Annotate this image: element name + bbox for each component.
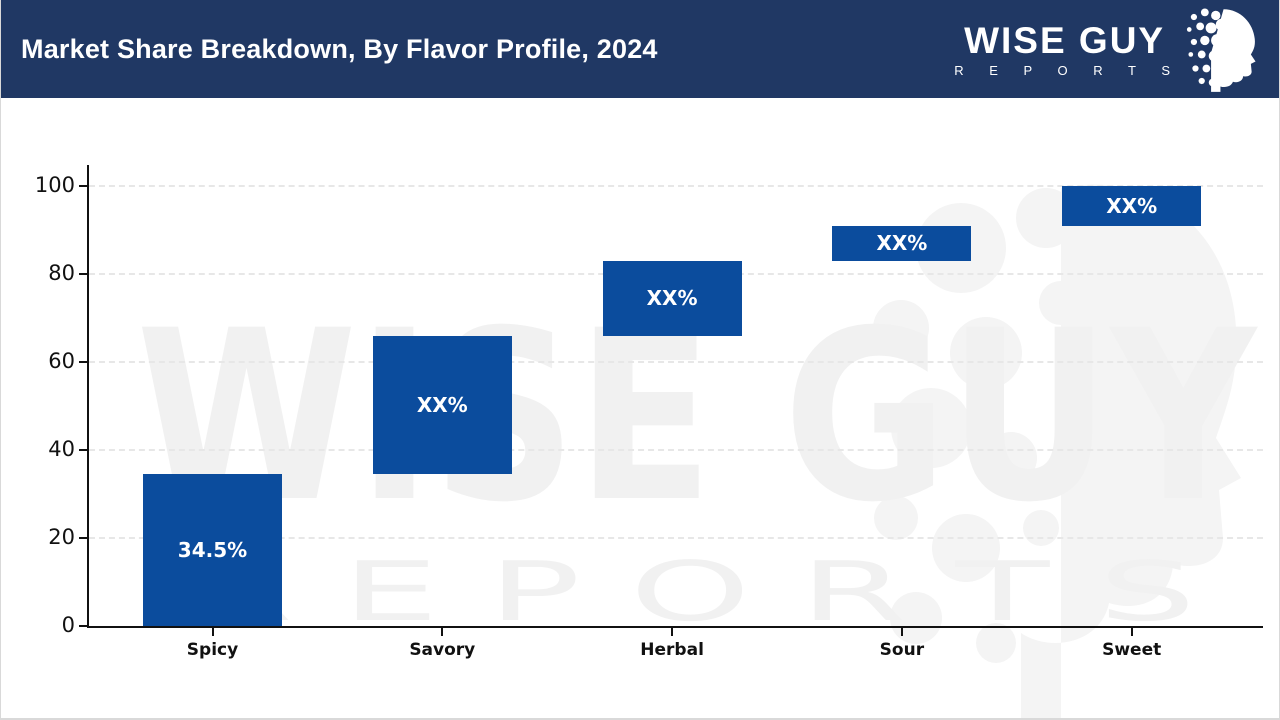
y-tick-label-60: 60 xyxy=(48,349,75,373)
y-tick-label-20: 20 xyxy=(48,525,75,549)
y-tick-label-100: 100 xyxy=(34,173,75,197)
watermark-head-dots xyxy=(873,184,1241,718)
logo-subtitle: R E P O R T S xyxy=(954,62,1181,78)
y-tick-label-80: 80 xyxy=(48,261,75,285)
x-tick-label-savory: Savory xyxy=(409,640,476,660)
logo-head-icon xyxy=(1186,8,1256,92)
y-tick-80 xyxy=(79,273,88,275)
page-title: Market Share Breakdown, By Flavor Profil… xyxy=(21,33,658,64)
y-tick-label-0: 0 xyxy=(61,613,75,637)
x-tick-spicy xyxy=(211,628,214,636)
header: Market Share Breakdown, By Flavor Profil… xyxy=(1,0,1279,98)
y-tick-label-40: 40 xyxy=(48,437,75,461)
gridline-20 xyxy=(89,537,1263,539)
gridline-100 xyxy=(89,185,1263,187)
bar-value-label-herbal: XX% xyxy=(646,286,698,311)
bar-value-label-savory: XX% xyxy=(416,392,468,417)
x-tick-label-spicy: Spicy xyxy=(186,640,239,660)
bar-spicy: 34.5% xyxy=(143,474,282,626)
x-tick-label-sour: Sour xyxy=(879,640,925,660)
bar-savory: XX% xyxy=(372,335,512,475)
y-tick-60 xyxy=(79,361,88,363)
bar-value-label-sour: XX% xyxy=(876,231,928,256)
x-axis-line xyxy=(87,626,1263,628)
y-axis-line xyxy=(87,165,89,627)
bar-value-label-spicy: 34.5% xyxy=(177,538,248,563)
x-tick-label-herbal: Herbal xyxy=(640,640,704,660)
y-tick-20 xyxy=(79,537,88,539)
bar-value-label-sweet: XX% xyxy=(1106,193,1158,218)
gridline-60 xyxy=(89,361,1263,363)
x-tick-savory xyxy=(441,628,444,636)
x-tick-herbal xyxy=(671,628,674,636)
x-tick-sweet xyxy=(1130,628,1133,636)
y-tick-100 xyxy=(79,185,88,187)
y-tick-0 xyxy=(79,625,88,627)
wise-guy-logo: WISE GUY R E P O R T S xyxy=(948,6,1261,92)
bar-sour: XX% xyxy=(832,225,972,261)
logo-wordmark: WISE GUY xyxy=(964,19,1166,61)
bar-herbal: XX% xyxy=(602,260,742,336)
gridline-40 xyxy=(89,449,1263,451)
y-tick-40 xyxy=(79,449,88,451)
logo-text: WISE GUY R E P O R T S xyxy=(948,22,1181,77)
bar-sweet: XX% xyxy=(1062,186,1202,226)
x-tick-label-sweet: Sweet xyxy=(1102,640,1162,660)
x-tick-sour xyxy=(900,628,903,636)
